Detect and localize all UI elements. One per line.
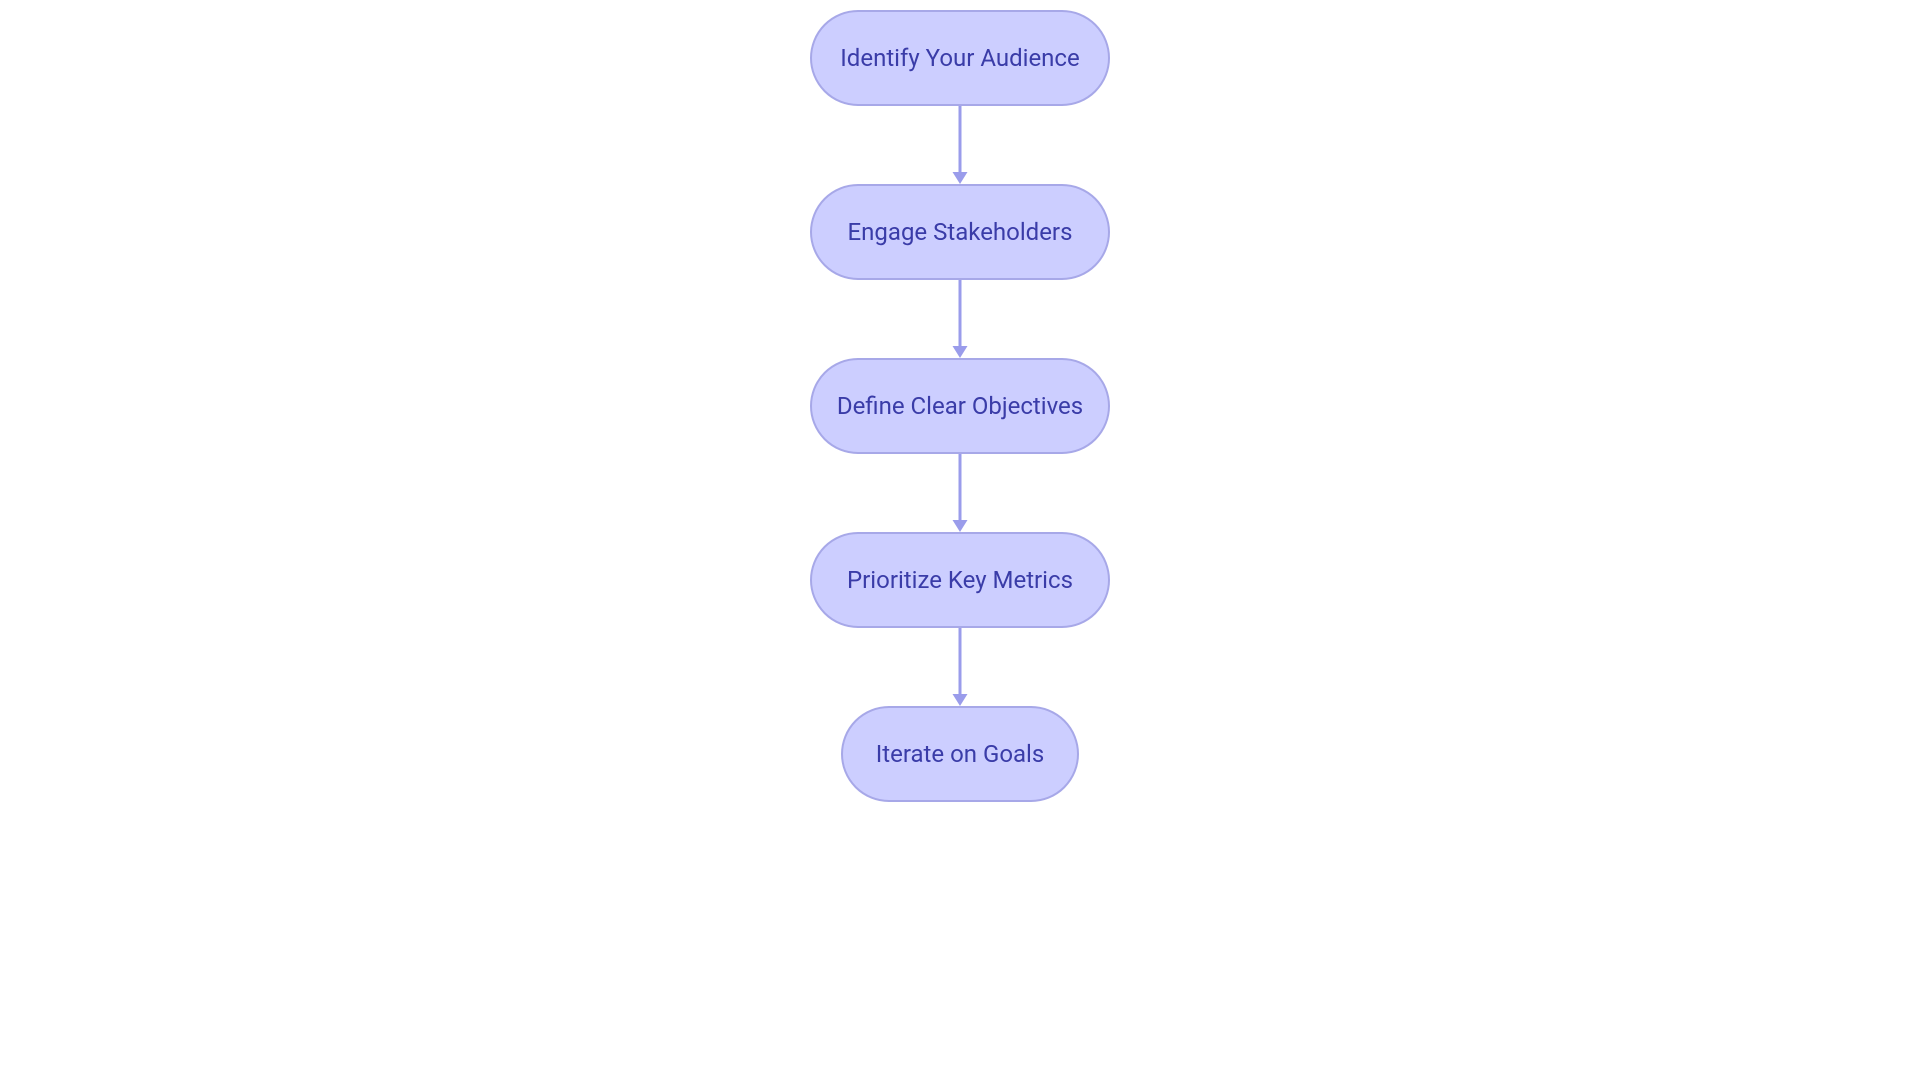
node-engage-stakeholders: Engage Stakeholders xyxy=(810,184,1110,280)
node-define-objectives: Define Clear Objectives xyxy=(810,358,1110,454)
arrow-down-icon xyxy=(946,280,974,358)
node-label: Engage Stakeholders xyxy=(848,218,1073,246)
node-label: Prioritize Key Metrics xyxy=(847,566,1073,594)
node-identify-audience: Identify Your Audience xyxy=(810,10,1110,106)
node-label: Iterate on Goals xyxy=(876,740,1045,768)
node-label: Define Clear Objectives xyxy=(837,392,1083,420)
arrow-down-icon xyxy=(946,106,974,184)
node-label: Identify Your Audience xyxy=(840,44,1079,72)
arrow-2 xyxy=(946,280,974,358)
arrow-3 xyxy=(946,454,974,532)
arrow-4 xyxy=(946,628,974,706)
arrow-down-icon xyxy=(946,454,974,532)
flowchart-container: Identify Your Audience Engage Stakeholde… xyxy=(810,10,1110,802)
node-iterate-goals: Iterate on Goals xyxy=(841,706,1079,802)
arrow-1 xyxy=(946,106,974,184)
arrow-down-icon xyxy=(946,628,974,706)
node-prioritize-metrics: Prioritize Key Metrics xyxy=(810,532,1110,628)
